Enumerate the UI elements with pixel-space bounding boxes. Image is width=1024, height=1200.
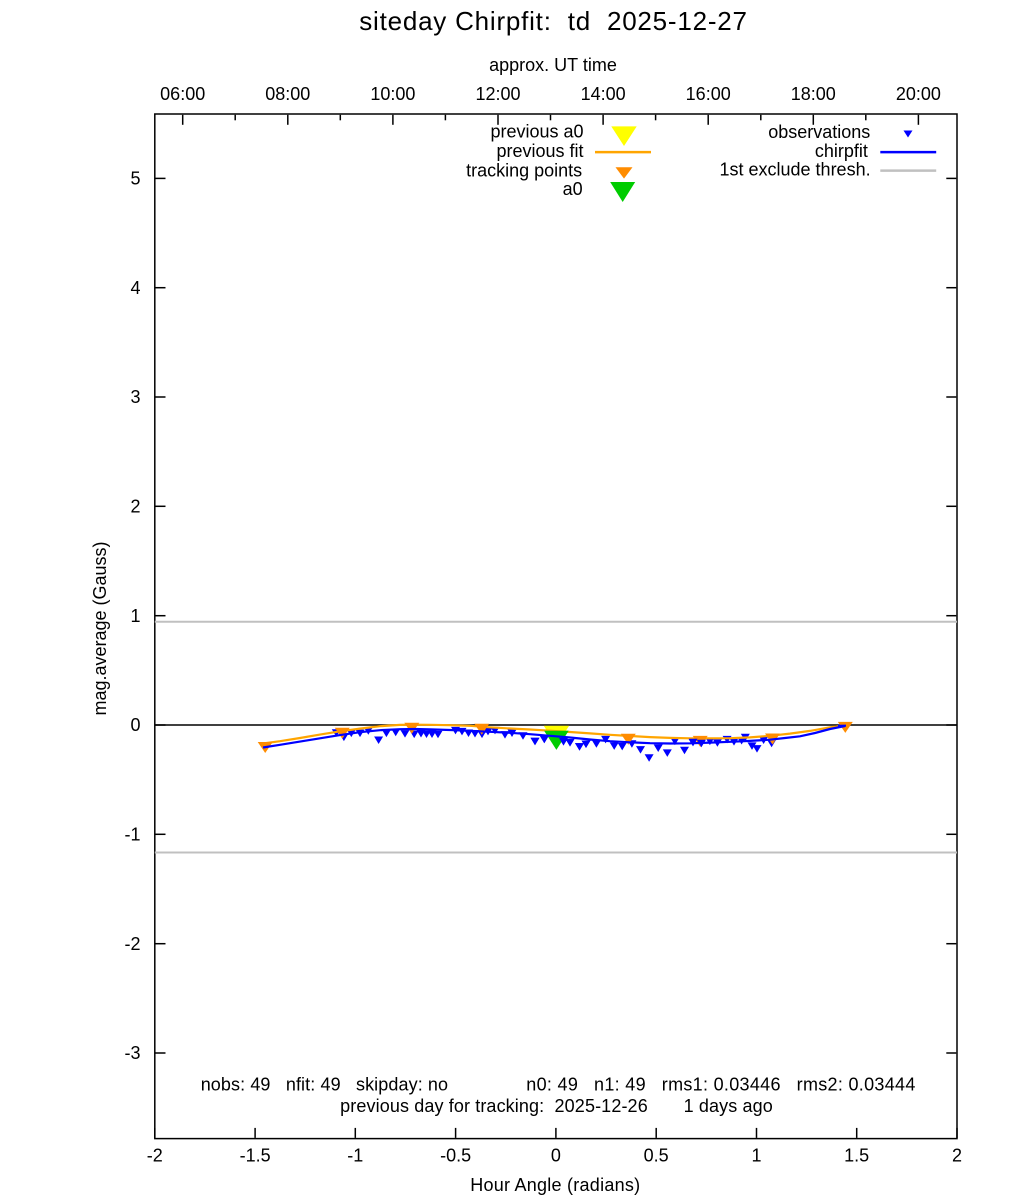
svg-text:4: 4: [130, 278, 140, 298]
svg-text:1.5: 1.5: [844, 1146, 869, 1166]
svg-text:3: 3: [130, 387, 140, 407]
svg-text:-2: -2: [147, 1146, 163, 1166]
svg-text:siteday Chirpfit: td 2025-12: siteday Chirpfit: td 2025-12-27: [359, 6, 748, 36]
svg-text:18:00: 18:00: [791, 84, 836, 104]
svg-text:nobs: 49 nfit: 49 skipday:: nobs: 49 nfit: 49 skipday: no: [201, 1075, 448, 1095]
svg-text:10:00: 10:00: [370, 84, 415, 104]
svg-text:-3: -3: [124, 1043, 140, 1063]
svg-text:observations: observations: [768, 122, 870, 142]
svg-text:14:00: 14:00: [581, 84, 626, 104]
svg-text:12:00: 12:00: [475, 84, 520, 104]
svg-text:5: 5: [130, 169, 140, 189]
svg-text:mag.average (Gauss): mag.average (Gauss): [90, 541, 110, 715]
svg-text:20:00: 20:00: [896, 84, 941, 104]
svg-text:1: 1: [130, 606, 140, 626]
svg-text:approx. UT time: approx. UT time: [489, 55, 617, 75]
svg-text:previous fit: previous fit: [496, 141, 583, 161]
svg-text:0: 0: [551, 1146, 561, 1166]
svg-text:0: 0: [130, 715, 140, 735]
svg-text:tracking points: tracking points: [466, 161, 582, 181]
svg-text:chirpfit: chirpfit: [815, 141, 868, 161]
svg-text:-1: -1: [124, 825, 140, 845]
svg-text:1st exclude thresh.: 1st exclude thresh.: [720, 159, 871, 179]
svg-text:previous day for tracking: 20: previous day for tracking: 2025-12-26 1 …: [340, 1096, 773, 1116]
svg-text:-2: -2: [124, 934, 140, 954]
svg-text:0.5: 0.5: [644, 1146, 669, 1166]
svg-text:1: 1: [751, 1146, 761, 1166]
svg-text:2: 2: [952, 1146, 962, 1166]
svg-text:previous a0: previous a0: [490, 122, 583, 142]
svg-text:Hour Angle (radians): Hour Angle (radians): [470, 1175, 640, 1195]
svg-text:-1.5: -1.5: [240, 1146, 271, 1166]
svg-text:08:00: 08:00: [265, 84, 310, 104]
svg-text:06:00: 06:00: [160, 84, 205, 104]
svg-text:-1: -1: [347, 1146, 363, 1166]
svg-text:a0: a0: [563, 179, 583, 199]
svg-text:16:00: 16:00: [686, 84, 731, 104]
svg-text:2: 2: [130, 497, 140, 517]
svg-text:n0: 49 n1: 49 rms1: 0.0344: n0: 49 n1: 49 rms1: 0.03446 rms2: 0.0344…: [526, 1075, 915, 1095]
svg-text:-0.5: -0.5: [440, 1146, 471, 1166]
